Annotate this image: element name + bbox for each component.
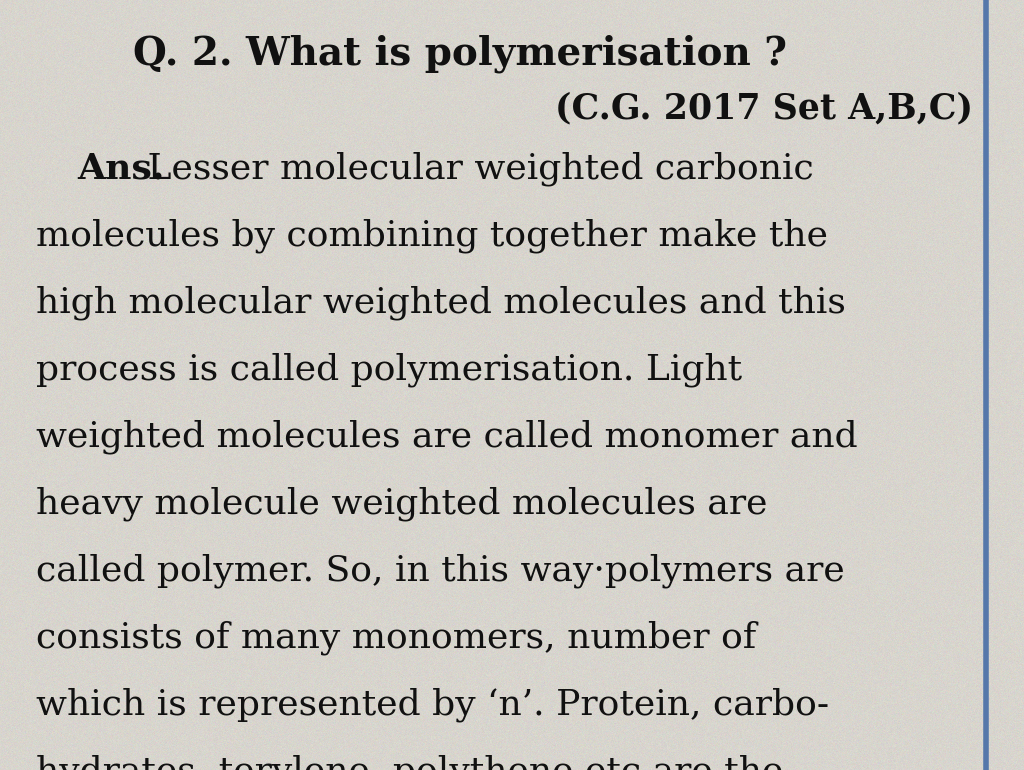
Text: Q. 2. What is polymerisation ?: Q. 2. What is polymerisation ?	[133, 35, 787, 73]
Text: which is represented by ‘n’. Protein, carbo-: which is represented by ‘n’. Protein, ca…	[36, 688, 829, 722]
Text: consists of many monomers, number of: consists of many monomers, number of	[36, 621, 756, 655]
Text: molecules by combining together make the: molecules by combining together make the	[36, 219, 827, 253]
Text: process is called polymerisation. Light: process is called polymerisation. Light	[36, 353, 742, 387]
Text: (C.G. 2017 Set A,B,C): (C.G. 2017 Set A,B,C)	[555, 92, 973, 126]
Text: Lesser molecular weighted carbonic: Lesser molecular weighted carbonic	[136, 152, 814, 186]
Text: heavy molecule weighted molecules are: heavy molecule weighted molecules are	[36, 487, 767, 521]
Text: weighted molecules are called monomer and: weighted molecules are called monomer an…	[36, 420, 857, 454]
Text: Ans.: Ans.	[77, 152, 164, 186]
Text: high molecular weighted molecules and this: high molecular weighted molecules and th…	[36, 286, 846, 320]
Text: hydrates, terylene, polythene etc are the: hydrates, terylene, polythene etc are th…	[36, 755, 783, 770]
Text: called polymer. So, in this way·polymers are: called polymer. So, in this way·polymers…	[36, 554, 845, 588]
